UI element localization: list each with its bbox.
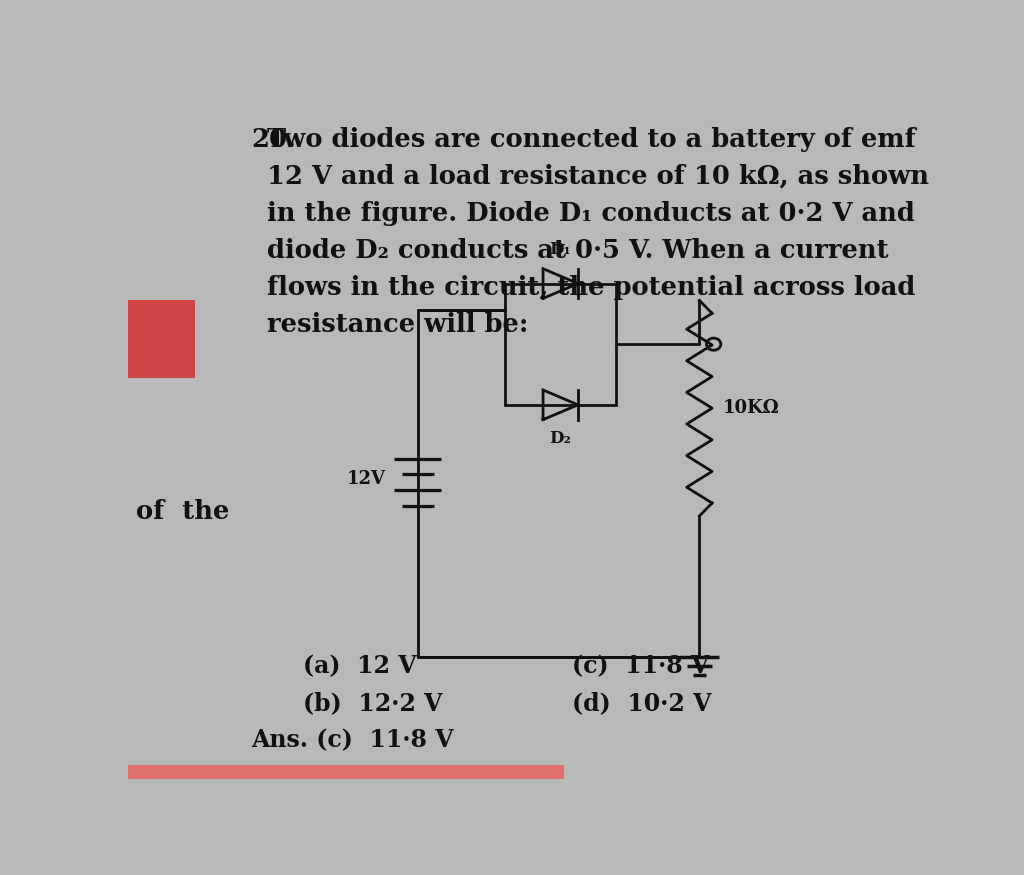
Text: (a)  12 V: (a) 12 V [303,654,416,678]
Text: (d)  10·2 V: (d) 10·2 V [572,691,712,715]
Text: (b)  12·2 V: (b) 12·2 V [303,691,442,715]
Text: resistance will be:: resistance will be: [267,312,528,337]
Bar [128,766,564,779]
Text: D₂: D₂ [550,430,571,447]
Text: Ans. (c)  11·8 V: Ans. (c) 11·8 V [251,728,454,752]
Text: (c)  11·8 V: (c) 11·8 V [572,654,710,678]
Text: 12 V and a load resistance of 10 kΩ, as shown: 12 V and a load resistance of 10 kΩ, as … [267,164,929,189]
Text: Two diodes are connected to a battery of emf: Two diodes are connected to a battery of… [267,127,915,151]
Text: flows in the circuit, the potential across load: flows in the circuit, the potential acro… [267,275,915,300]
Text: diode D₂ conducts at 0·5 V. When a current: diode D₂ conducts at 0·5 V. When a curre… [267,238,889,262]
Bar [128,300,196,378]
Text: 20.: 20. [251,127,296,151]
Text: in the figure. Diode D₁ conducts at 0·2 V and: in the figure. Diode D₁ conducts at 0·2 … [267,200,914,226]
Text: 10KΩ: 10KΩ [723,399,780,417]
Text: D₁: D₁ [550,241,571,258]
Text: 12V: 12V [346,470,386,488]
Text: of  the: of the [136,499,229,524]
